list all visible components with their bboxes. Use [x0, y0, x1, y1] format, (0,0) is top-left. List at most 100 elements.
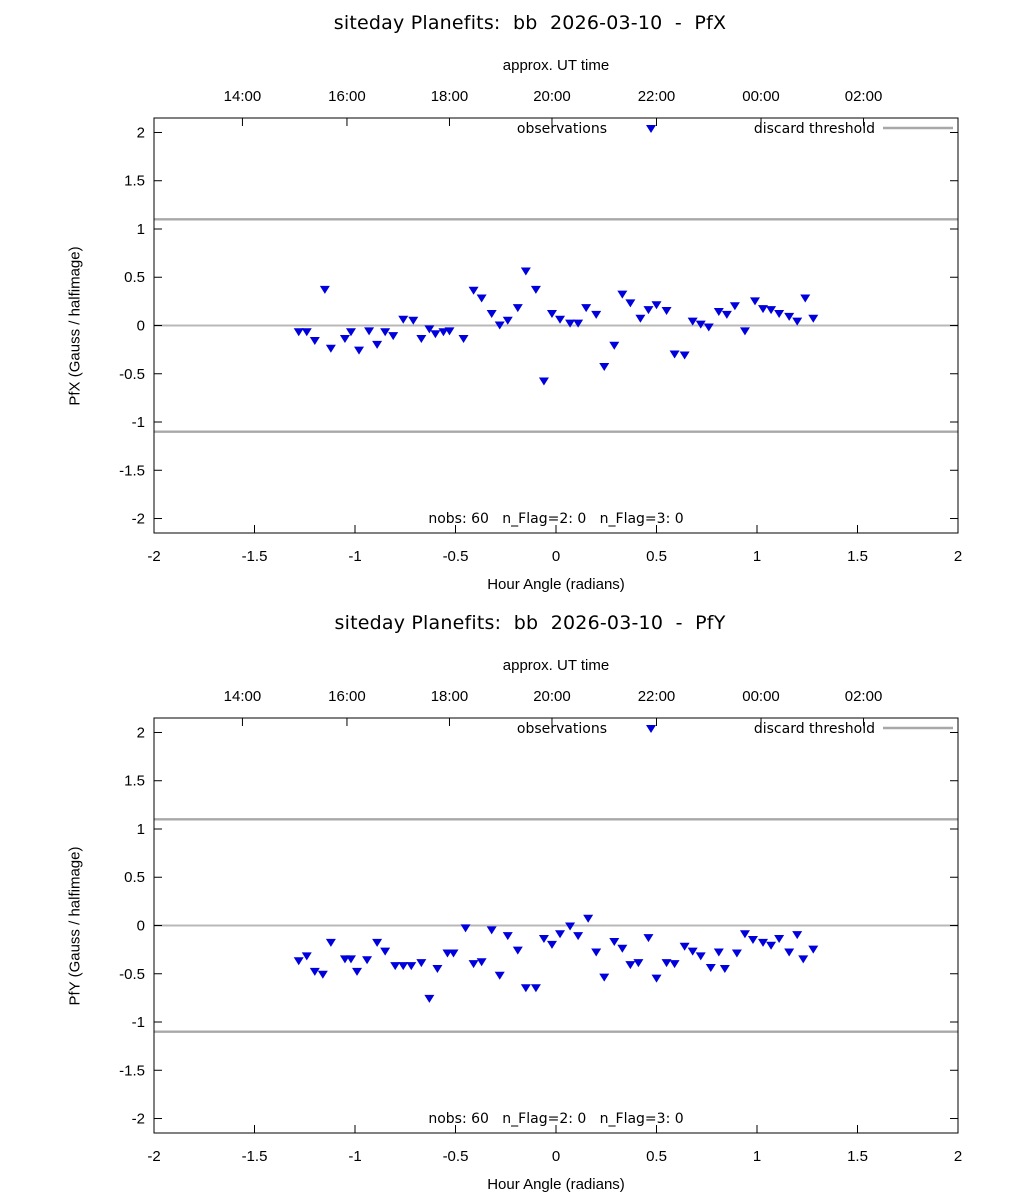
data-point: [625, 961, 636, 970]
y-tick-label: 1.5: [124, 773, 145, 790]
data-point: [520, 984, 531, 993]
data-point: [416, 959, 427, 968]
data-point: [731, 949, 742, 958]
data-point: [293, 328, 304, 337]
y-tick-label: 2: [137, 124, 145, 141]
y-tick-label: 0: [137, 918, 145, 935]
data-point: [546, 940, 557, 949]
data-point: [695, 952, 706, 961]
data-point: [800, 294, 811, 303]
x-tick-label: 1.5: [847, 1148, 868, 1165]
data-point: [609, 937, 620, 946]
data-point: [565, 922, 576, 931]
data-point: [372, 938, 383, 947]
data-point: [309, 967, 320, 976]
data-point: [573, 319, 584, 328]
chart-title: siteday Planefits: bb 2026-03-10 - PfY: [334, 612, 726, 634]
data-point: [581, 304, 592, 313]
x-tick-label: 1.5: [847, 548, 868, 565]
pfy-plot: -2 -1.5 -1 -0.5 0 0.5 1 1.5 2 2 1.5 1 0.5 0 -0.5 -1 -1.5…: [119, 688, 962, 1165]
ut-tick-label: 02:00: [845, 688, 883, 705]
data-point: [758, 938, 769, 947]
data-point: [633, 959, 644, 968]
ut-tick-label: 16:00: [328, 688, 366, 705]
data-point: [599, 363, 610, 372]
data-point: [695, 320, 706, 329]
data-point: [301, 952, 312, 961]
ut-tick-label: 22:00: [638, 88, 676, 105]
y-tick-label: 0.5: [124, 869, 145, 886]
x-tick-label: -2: [147, 1148, 160, 1165]
data-point: [669, 960, 680, 969]
data-point: [345, 328, 356, 337]
data-point: [486, 926, 497, 935]
x-tick-label: 0: [552, 548, 560, 565]
y-tick-label: -0.5: [119, 366, 145, 383]
data-point: [661, 959, 672, 968]
data-point: [398, 962, 409, 971]
legend-threshold-label: discard threshold: [754, 121, 875, 137]
y-tick-label: 1: [137, 221, 145, 238]
ut-tick-label: 18:00: [431, 688, 469, 705]
data-point: [703, 323, 714, 332]
data-point: [609, 341, 620, 350]
y-tick-label: -1.5: [119, 1062, 145, 1079]
ut-tick-label: 14:00: [224, 688, 262, 705]
data-point: [444, 327, 455, 336]
y-tick-label: -1: [132, 1014, 145, 1031]
ut-tick-label: 16:00: [328, 88, 366, 105]
data-point: [774, 309, 785, 318]
data-point: [687, 317, 698, 326]
x-tick-label: -0.5: [443, 548, 469, 565]
data-point: [438, 328, 449, 337]
data-point: [643, 306, 654, 315]
data-point: [380, 947, 391, 956]
x-tick-label: -1: [348, 1148, 361, 1165]
data-point: [555, 315, 566, 324]
pfy-chart-section: siteday Planefits: bb 2026-03-10 - PfY a…: [0, 600, 1024, 1200]
data-point: [705, 964, 716, 972]
data-point: [792, 931, 803, 940]
y-tick-label: -0.5: [119, 966, 145, 983]
data-point: [448, 949, 459, 958]
legend-marker-icon: [646, 725, 656, 733]
data-point: [309, 336, 320, 345]
data-point: [739, 327, 750, 336]
data-point: [721, 310, 732, 319]
data-point: [651, 974, 662, 983]
data-point: [416, 335, 427, 344]
ut-tick-label: 14:00: [224, 88, 262, 105]
data-point: [512, 304, 523, 313]
data-point: [468, 960, 479, 969]
y-tick-label: 0: [137, 318, 145, 335]
ut-tick-label: 18:00: [431, 88, 469, 105]
data-point: [661, 307, 672, 316]
data-point: [520, 267, 531, 276]
data-point: [390, 962, 401, 971]
data-point: [398, 315, 409, 324]
x-tick-label: -1: [348, 548, 361, 565]
data-point: [494, 971, 505, 980]
data-point: [372, 340, 383, 349]
data-point: [687, 947, 698, 956]
x-tick-label: 0: [552, 1148, 560, 1165]
data-point: [512, 946, 523, 955]
ut-tick-label: 20:00: [533, 88, 571, 105]
y-tick-label: 1: [137, 821, 145, 838]
data-point: [354, 346, 365, 355]
data-point: [719, 964, 730, 973]
data-point: [458, 335, 469, 344]
data-point: [625, 299, 636, 308]
x-tick-label: 0.5: [646, 548, 667, 565]
data-point: [565, 319, 576, 328]
data-point: [792, 317, 803, 326]
data-point: [591, 310, 602, 319]
data-point: [345, 955, 356, 964]
data-point: [476, 958, 487, 967]
pfx-plot: -2 -1.5 -1 -0.5 0 0.5 1 1.5 2 2 1.5 1 0.5 0 -0.5 -1 -1.5…: [119, 88, 962, 565]
data-point: [583, 914, 594, 923]
x-tick-label: 0.5: [646, 1148, 667, 1165]
data-point: [339, 335, 350, 344]
y-tick-label: -2: [132, 1111, 145, 1128]
